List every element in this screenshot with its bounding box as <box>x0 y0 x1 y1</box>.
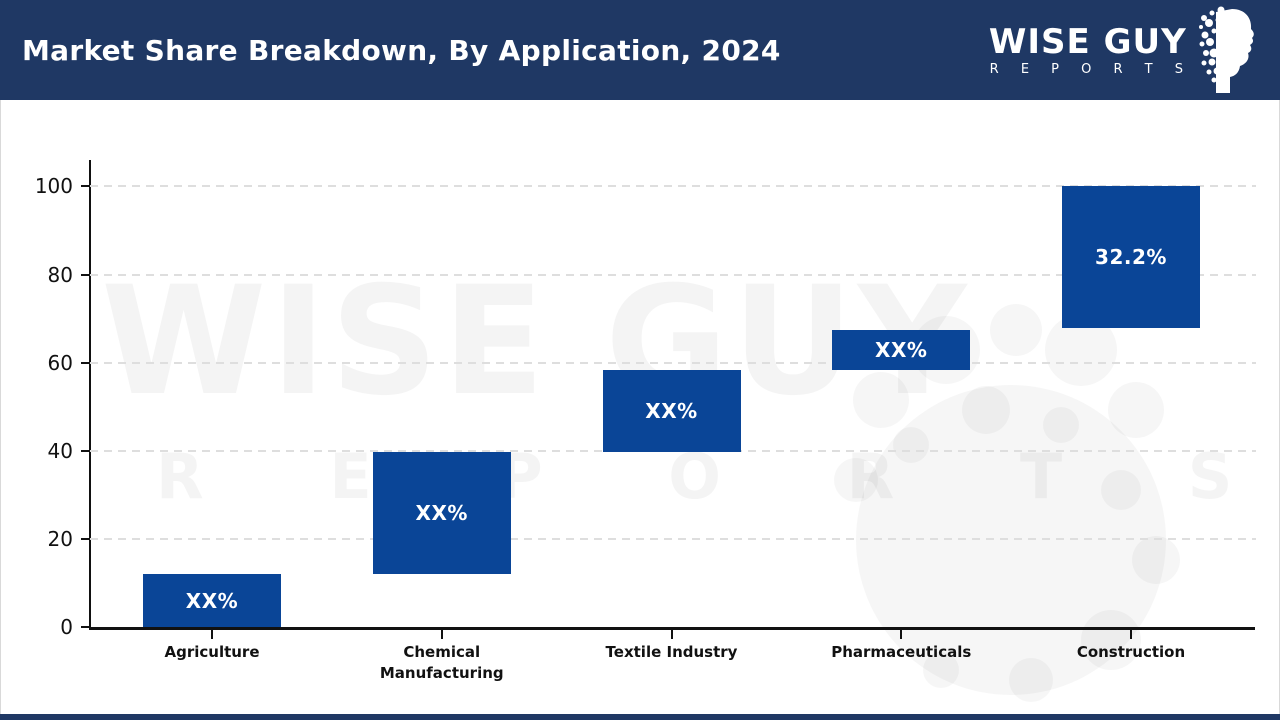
y-tick-mark-60 <box>81 361 90 364</box>
page-title: Market Share Breakdown, By Application, … <box>22 33 781 67</box>
brand-logo-text: WISE GUY R E P O R T S <box>984 25 1192 76</box>
y-tick-mark-100 <box>81 185 90 188</box>
y-tick-label-100: 100 <box>34 174 73 199</box>
brand-face-icon <box>1199 6 1254 93</box>
y-tick-mark-40 <box>81 449 90 452</box>
bar-value-label-chemical-manufacturing: XX% <box>415 500 468 525</box>
header-bar: Market Share Breakdown, By Application, … <box>0 0 1280 100</box>
bar-chemical-manufacturing: XX% <box>372 451 511 575</box>
x-axis-line <box>89 627 1255 630</box>
y-tick-label-80: 80 <box>47 262 73 287</box>
x-category-label-pharmaceuticals: Pharmaceuticals <box>831 643 972 661</box>
footer-bar <box>0 714 1280 720</box>
gridline-y-60 <box>90 361 1256 364</box>
brand-logo: WISE GUY R E P O R T S <box>984 6 1258 94</box>
bar-textile-industry: XX% <box>602 369 741 452</box>
brand-name: WISE GUY <box>988 21 1187 62</box>
y-tick-mark-80 <box>81 273 90 276</box>
x-category-label-construction: Construction <box>1076 643 1186 661</box>
x-category-label-textile-industry: Textile Industry <box>605 643 738 661</box>
y-tick-label-20: 20 <box>47 526 73 551</box>
chart-canvas: WISE GUY R E P O R T S 020406080100XX%Ag… <box>0 100 1280 714</box>
y-axis-line <box>89 160 91 629</box>
y-tick-mark-0 <box>81 626 90 628</box>
bar-pharmaceuticals: XX% <box>832 330 971 370</box>
bar-value-label-construction: 32.2% <box>1095 245 1167 270</box>
bar-construction: 32.2% <box>1062 186 1200 329</box>
x-category-label-chemical-manufacturing: Chemical Manufacturing <box>379 643 504 682</box>
gridline-y-20 <box>90 537 1256 540</box>
bar-value-label-textile-industry: XX% <box>645 398 698 423</box>
y-tick-label-0: 0 <box>60 615 73 639</box>
y-tick-label-60: 60 <box>47 350 73 375</box>
x-category-label-agriculture: Agriculture <box>164 643 260 661</box>
x-tick-mark-textile-industry <box>670 630 673 639</box>
x-tick-mark-chemical-manufacturing <box>440 630 443 639</box>
x-tick-mark-agriculture <box>211 630 213 639</box>
bar-value-label-pharmaceuticals: XX% <box>875 337 928 362</box>
y-tick-label-40: 40 <box>47 438 73 463</box>
brand-subtitle: R E P O R T S <box>989 61 1192 77</box>
bar-value-label-agriculture: XX% <box>185 588 239 613</box>
bar-agriculture: XX% <box>143 574 281 627</box>
x-tick-mark-construction <box>1130 630 1132 639</box>
gridline-y-100 <box>90 185 1256 188</box>
y-tick-mark-20 <box>81 537 90 540</box>
x-tick-mark-pharmaceuticals <box>900 630 903 639</box>
gridline-y-80 <box>90 273 1256 276</box>
